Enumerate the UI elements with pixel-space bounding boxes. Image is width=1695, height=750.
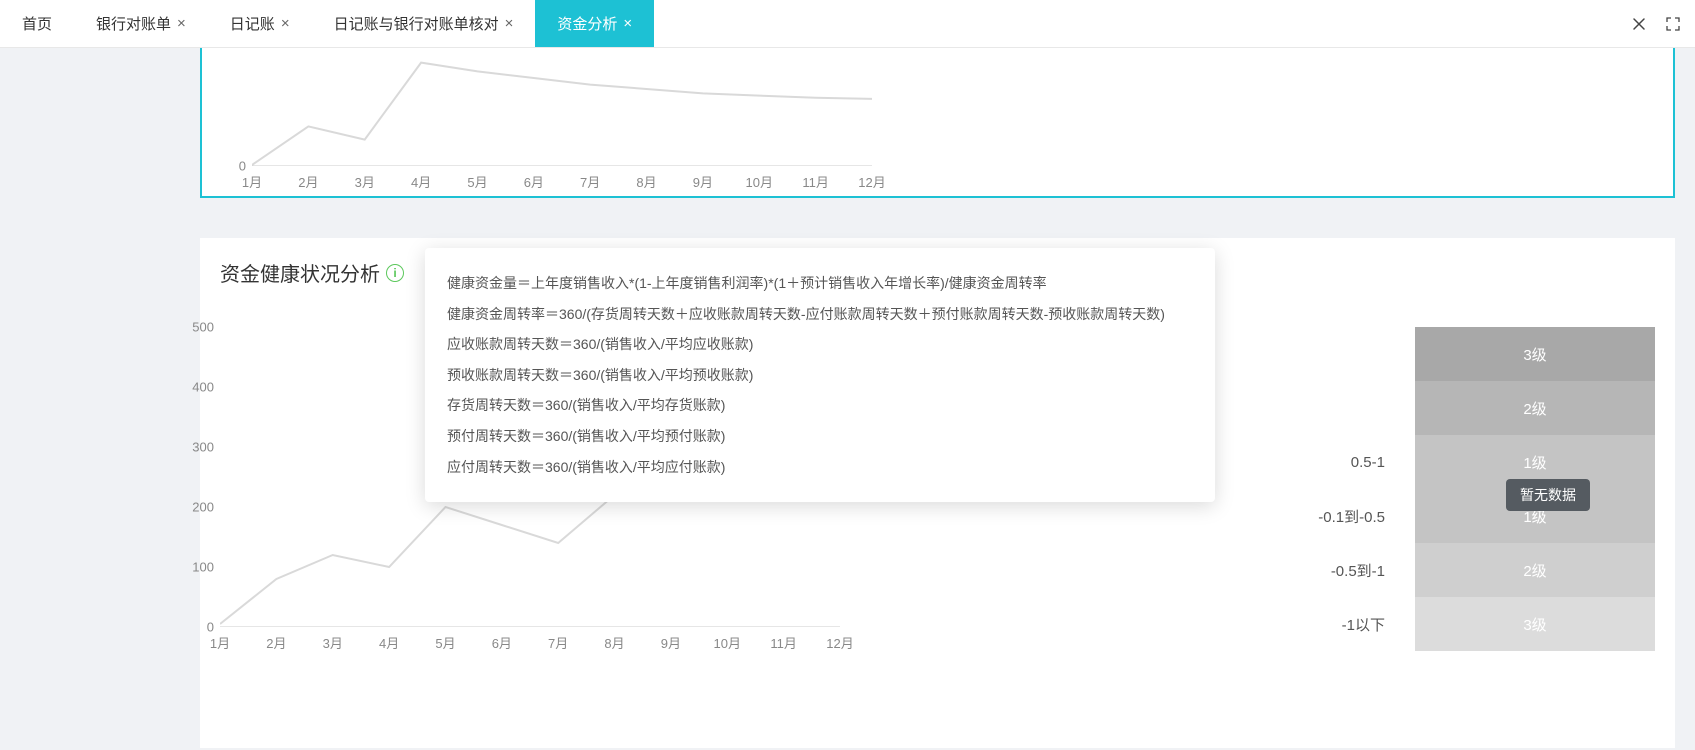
tooltip-line: 应付周转天数＝360/(销售收入/平均应付账款)	[447, 454, 1193, 481]
tab-3[interactable]: 日记账与银行对账单核对 ×	[312, 0, 536, 47]
tab-label: 银行对账单	[96, 13, 171, 34]
tab-label: 日记账	[230, 13, 275, 34]
legend-row: 0.5-11级	[1255, 435, 1655, 489]
tab-label: 日记账与银行对账单核对	[334, 13, 499, 34]
xtick-label: 3月	[323, 633, 343, 652]
tab-0[interactable]: 首页	[0, 0, 74, 47]
tab-close-icon[interactable]: ×	[177, 16, 186, 31]
no-data-badge: 暂无数据	[1506, 479, 1590, 511]
tooltip-line: 存货周转天数＝360/(销售收入/平均存货账款)	[447, 392, 1193, 419]
tab-close-icon[interactable]: ×	[623, 16, 632, 31]
xtick-label: 12月	[826, 633, 853, 652]
xtick-label: 8月	[604, 633, 624, 652]
ytick-label: 100	[192, 560, 214, 575]
formula-tooltip: 健康资金量＝上年度销售收入*(1-上年度销售利润率)*(1＋预计销售收入年增长率…	[425, 248, 1215, 502]
xtick-label: 7月	[580, 172, 600, 191]
xtick-label: 5月	[435, 633, 455, 652]
tab-4[interactable]: 资金分析 ×	[535, 0, 654, 47]
legend-range	[1255, 381, 1415, 435]
tab-2[interactable]: 日记账 ×	[208, 0, 312, 47]
tooltip-line: 健康资金周转率＝360/(存货周转天数＋应收账款周转天数-应付账款周转天数＋预付…	[447, 301, 1193, 328]
tooltip-line: 健康资金量＝上年度销售收入*(1-上年度销售利润率)*(1＋预计销售收入年增长率…	[447, 270, 1193, 297]
xtick-label: 9月	[693, 172, 713, 191]
xtick-label: 11月	[770, 633, 797, 652]
tooltip-line: 应收账款周转天数＝360/(销售收入/平均应收账款)	[447, 331, 1193, 358]
legend-row: -0.5到-12级	[1255, 543, 1655, 597]
xtick-label: 12月	[858, 172, 885, 191]
xtick-label: 4月	[379, 633, 399, 652]
tab-label: 首页	[22, 13, 52, 34]
legend-row: -0.1到-0.51级	[1255, 489, 1655, 543]
xtick-label: 3月	[355, 172, 375, 191]
xtick-label: 11月	[802, 172, 829, 191]
level-legend: 3级2级0.5-11级-0.1到-0.51级-0.5到-12级-1以下3级 暂无…	[1255, 327, 1655, 651]
ytick-label: 400	[192, 380, 214, 395]
legend-range: -0.1到-0.5	[1255, 489, 1415, 543]
ytick-label: 500	[192, 320, 214, 335]
legend-range: -1以下	[1255, 597, 1415, 651]
xtick-label: 1月	[242, 172, 262, 191]
xtick-label: 9月	[661, 633, 681, 652]
legend-range	[1255, 327, 1415, 381]
legend-level: 2级	[1415, 381, 1655, 435]
xtick-label: 2月	[298, 172, 318, 191]
xtick-label: 5月	[467, 172, 487, 191]
xtick-label: 2月	[266, 633, 286, 652]
info-icon[interactable]: i	[386, 264, 404, 282]
tab-bar: 首页 银行对账单 × 日记账 × 日记账与银行对账单核对 × 资金分析 ×	[0, 0, 1695, 48]
close-all-icon[interactable]	[1629, 14, 1649, 34]
tooltip-line: 预付周转天数＝360/(销售收入/平均预付账款)	[447, 423, 1193, 450]
legend-level: 3级	[1415, 327, 1655, 381]
legend-level: 3级	[1415, 597, 1655, 651]
xtick-label: 6月	[492, 633, 512, 652]
page-body: 01月2月3月4月5月6月7月8月9月10月11月12月 资金健康状况分析 i …	[0, 48, 1695, 748]
tab-close-icon[interactable]: ×	[505, 16, 514, 31]
tabbar-right	[1629, 0, 1695, 47]
xtick-label: 1月	[210, 633, 230, 652]
analysis-panel: 资金健康状况分析 i 健康资金量＝上年度销售收入*(1-上年度销售利润率)*(1…	[200, 238, 1675, 748]
xtick-label: 4月	[411, 172, 431, 191]
legend-row: -1以下3级	[1255, 597, 1655, 651]
tab-close-icon[interactable]: ×	[281, 16, 290, 31]
legend-range: -0.5到-1	[1255, 543, 1415, 597]
section-title-text: 资金健康状况分析	[220, 258, 380, 287]
ytick-label: 300	[192, 440, 214, 455]
ytick-label: 200	[192, 500, 214, 515]
tab-1[interactable]: 银行对账单 ×	[74, 0, 208, 47]
xtick-label: 8月	[636, 172, 656, 191]
xtick-label: 6月	[524, 172, 544, 191]
xtick-label: 7月	[548, 633, 568, 652]
fullscreen-icon[interactable]	[1663, 14, 1683, 34]
top-chart-panel: 01月2月3月4月5月6月7月8月9月10月11月12月	[200, 48, 1675, 198]
legend-range: 0.5-1	[1255, 435, 1415, 489]
xtick-label: 10月	[746, 172, 773, 191]
top-chart: 01月2月3月4月5月6月7月8月9月10月11月12月	[252, 56, 872, 166]
legend-level: 2级	[1415, 543, 1655, 597]
legend-row: 2级	[1255, 381, 1655, 435]
tooltip-line: 预收账款周转天数＝360/(销售收入/平均预收账款)	[447, 362, 1193, 389]
xtick-label: 10月	[714, 633, 741, 652]
legend-row: 3级	[1255, 327, 1655, 381]
tab-label: 资金分析	[557, 13, 617, 34]
